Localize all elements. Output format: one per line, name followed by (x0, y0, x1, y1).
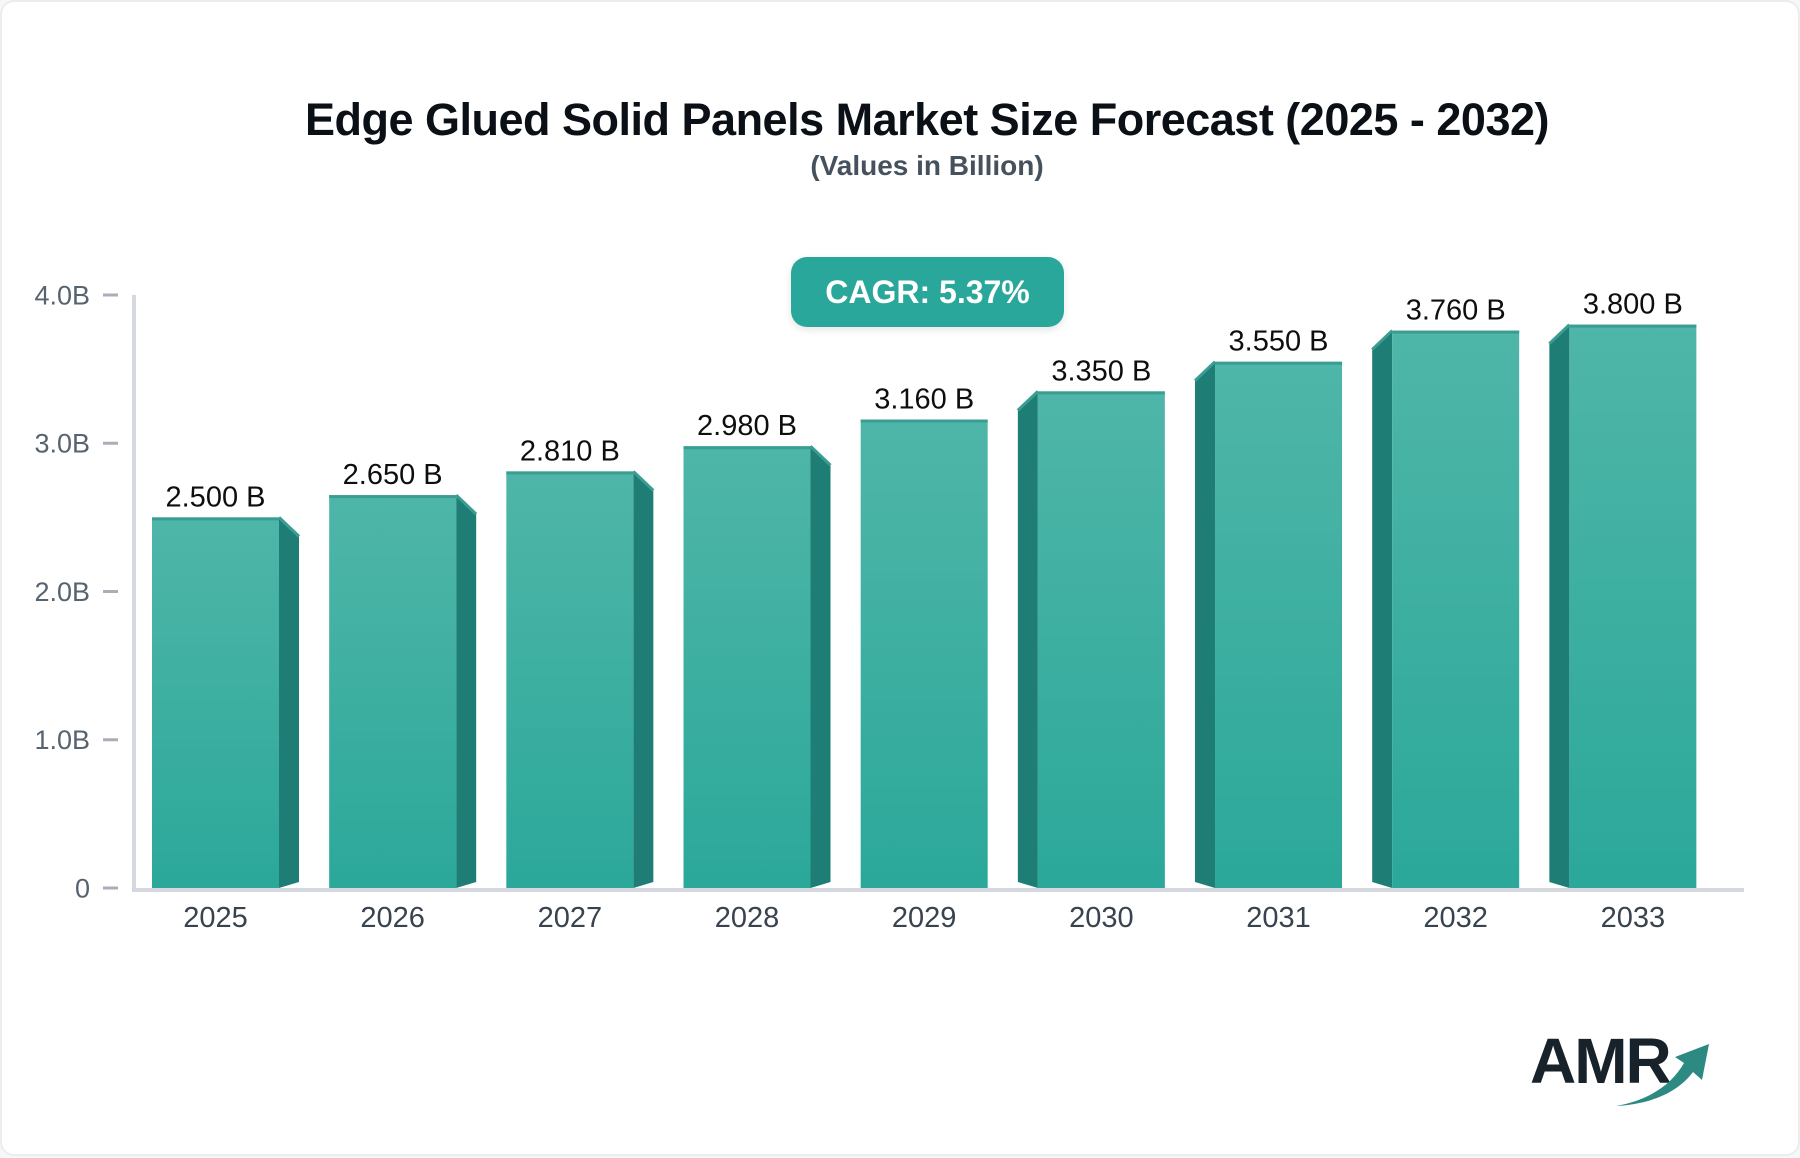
bar-edge (1548, 323, 1571, 345)
value-label: 3.760 B (1406, 295, 1506, 327)
x-tick-label: 2029 (892, 902, 957, 934)
bar-2028 (683, 445, 832, 888)
value-label: 2.810 B (520, 435, 620, 467)
bar-edge (1016, 390, 1039, 412)
bar-2031 (1193, 360, 1343, 888)
bar-2033 (1548, 323, 1697, 888)
bar-2027 (506, 470, 655, 888)
chart-subtitle: (Values in Billion) (810, 150, 1044, 181)
bar-front-face (329, 495, 457, 888)
bar-front-face (1215, 361, 1343, 888)
bar-front-face (152, 517, 279, 888)
bar-side-face (1549, 324, 1570, 888)
value-label: 2.980 B (697, 410, 797, 442)
amr-logo: AMR (1530, 1024, 1740, 1124)
x-tick-label: 2026 (360, 902, 425, 934)
bar-edge (1371, 329, 1394, 351)
cagr-badge-label: CAGR: 5.37% (825, 273, 1030, 310)
bar-side-face (810, 446, 831, 888)
x-tick-label: 2031 (1246, 902, 1311, 934)
value-label: 3.800 B (1583, 289, 1683, 321)
x-tick-label: 2030 (1069, 902, 1134, 934)
bar-2025 (152, 516, 301, 888)
amr-logo-text: AMR (1530, 1025, 1672, 1097)
bar-edge (632, 470, 655, 492)
value-label: 3.550 B (1229, 326, 1329, 358)
x-tick-label: 2028 (715, 902, 780, 934)
x-tick-label: 2027 (538, 902, 603, 934)
y-tick-label: 4.0B (34, 280, 90, 310)
bar-side-face (1017, 391, 1038, 888)
x-tick-label: 2032 (1423, 902, 1488, 934)
y-tick-label: 0 (75, 873, 90, 903)
bar-front-face (506, 471, 634, 888)
y-tick-label: 1.0B (34, 725, 90, 755)
chart-title: Edge Glued Solid Panels Market Size Fore… (305, 94, 1550, 145)
bar-front-face (1037, 391, 1165, 888)
bar-front-face (1392, 330, 1520, 889)
bar-edge (809, 445, 832, 467)
value-label: 2.650 B (343, 459, 443, 491)
growth-arrow-icon (1616, 1044, 1709, 1106)
cagr-badge: CAGR: 5.37% (791, 257, 1064, 327)
bar-2026 (329, 494, 478, 888)
bar-side-face (1195, 361, 1216, 888)
bar-side-face (456, 495, 477, 888)
bar-side-face (1372, 330, 1393, 889)
bar-side-face (279, 517, 299, 888)
bar-edge (455, 494, 478, 516)
y-tick-label: 3.0B (34, 429, 90, 459)
bar-2029 (860, 419, 988, 888)
bar-edge (1193, 360, 1217, 382)
bar-2030 (1016, 390, 1165, 888)
x-tick-label: 2025 (183, 902, 248, 934)
y-tick-label: 2.0B (34, 577, 90, 607)
bar-front-face (860, 419, 988, 888)
value-label: 2.500 B (166, 481, 266, 513)
x-tick-label: 2033 (1601, 902, 1666, 934)
bar-2032 (1371, 329, 1520, 889)
value-label: 3.160 B (874, 384, 974, 416)
bar-side-face (633, 471, 654, 888)
bar-edge (277, 516, 301, 538)
bar-front-face (683, 446, 811, 888)
value-label: 3.350 B (1051, 355, 1151, 387)
bar-front-face (1569, 324, 1697, 888)
